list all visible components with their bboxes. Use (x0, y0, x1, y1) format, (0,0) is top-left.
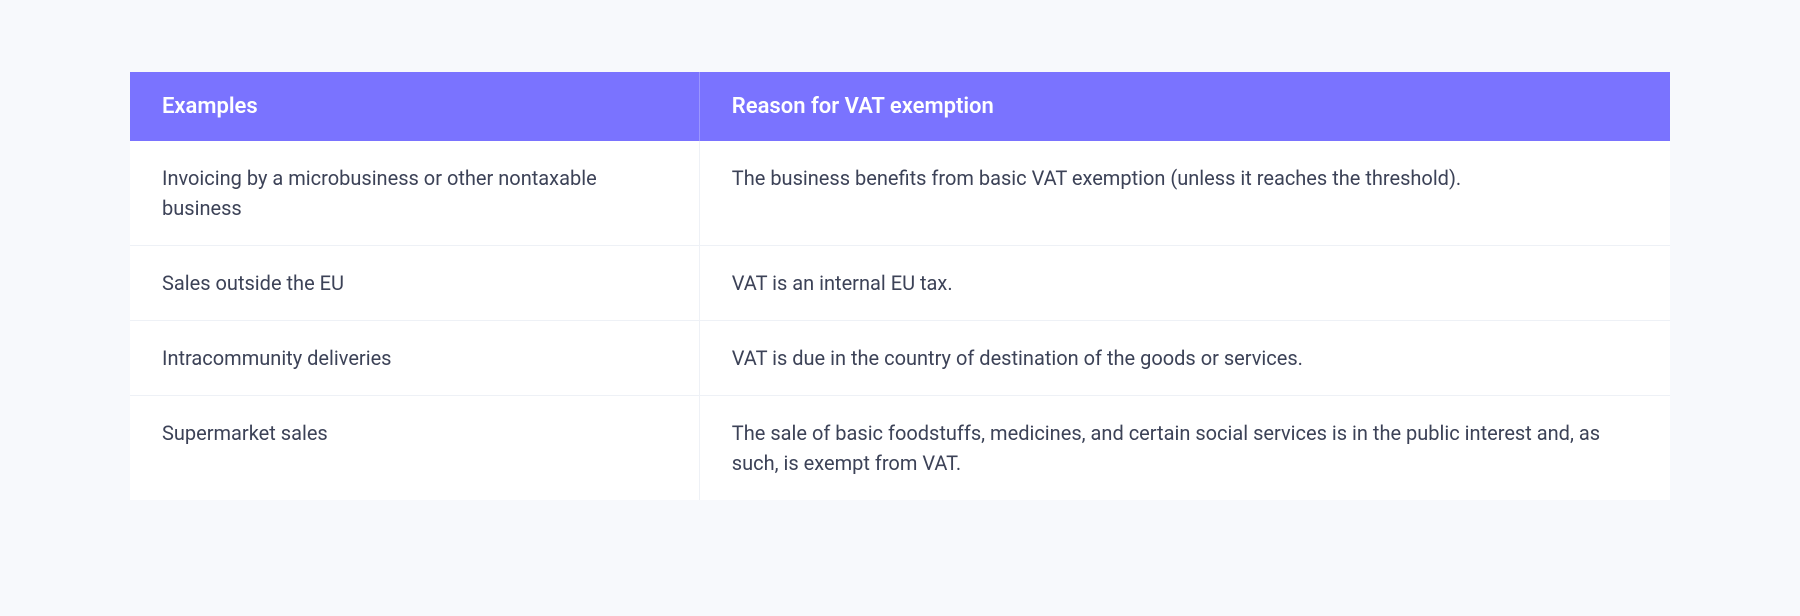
cell-example: Intracommunity deliveries (130, 321, 700, 395)
table-row: Supermarket sales The sale of basic food… (130, 396, 1670, 500)
cell-reason: VAT is due in the country of destination… (700, 321, 1670, 395)
cell-reason: The business benefits from basic VAT exe… (700, 141, 1670, 245)
table-row: Sales outside the EU VAT is an internal … (130, 246, 1670, 321)
table-row: Invoicing by a microbusiness or other no… (130, 141, 1670, 246)
column-header-examples: Examples (130, 72, 700, 141)
vat-exemption-table: Examples Reason for VAT exemption Invoic… (130, 72, 1670, 500)
cell-reason: The sale of basic foodstuffs, medicines,… (700, 396, 1670, 500)
cell-example: Invoicing by a microbusiness or other no… (130, 141, 700, 245)
cell-example: Supermarket sales (130, 396, 700, 500)
column-header-reason: Reason for VAT exemption (700, 72, 1670, 141)
cell-example: Sales outside the EU (130, 246, 700, 320)
cell-reason: VAT is an internal EU tax. (700, 246, 1670, 320)
table-row: Intracommunity deliveries VAT is due in … (130, 321, 1670, 396)
table-header-row: Examples Reason for VAT exemption (130, 72, 1670, 141)
